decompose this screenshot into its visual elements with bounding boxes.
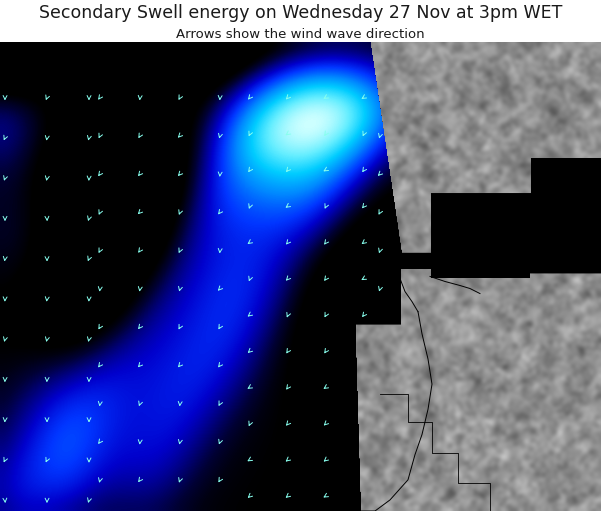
Text: Arrows show the wind wave direction: Arrows show the wind wave direction: [176, 28, 425, 41]
Text: Secondary Swell energy on Wednesday 27 Nov at 3pm WET: Secondary Swell energy on Wednesday 27 N…: [39, 4, 562, 21]
Polygon shape: [455, 198, 601, 273]
